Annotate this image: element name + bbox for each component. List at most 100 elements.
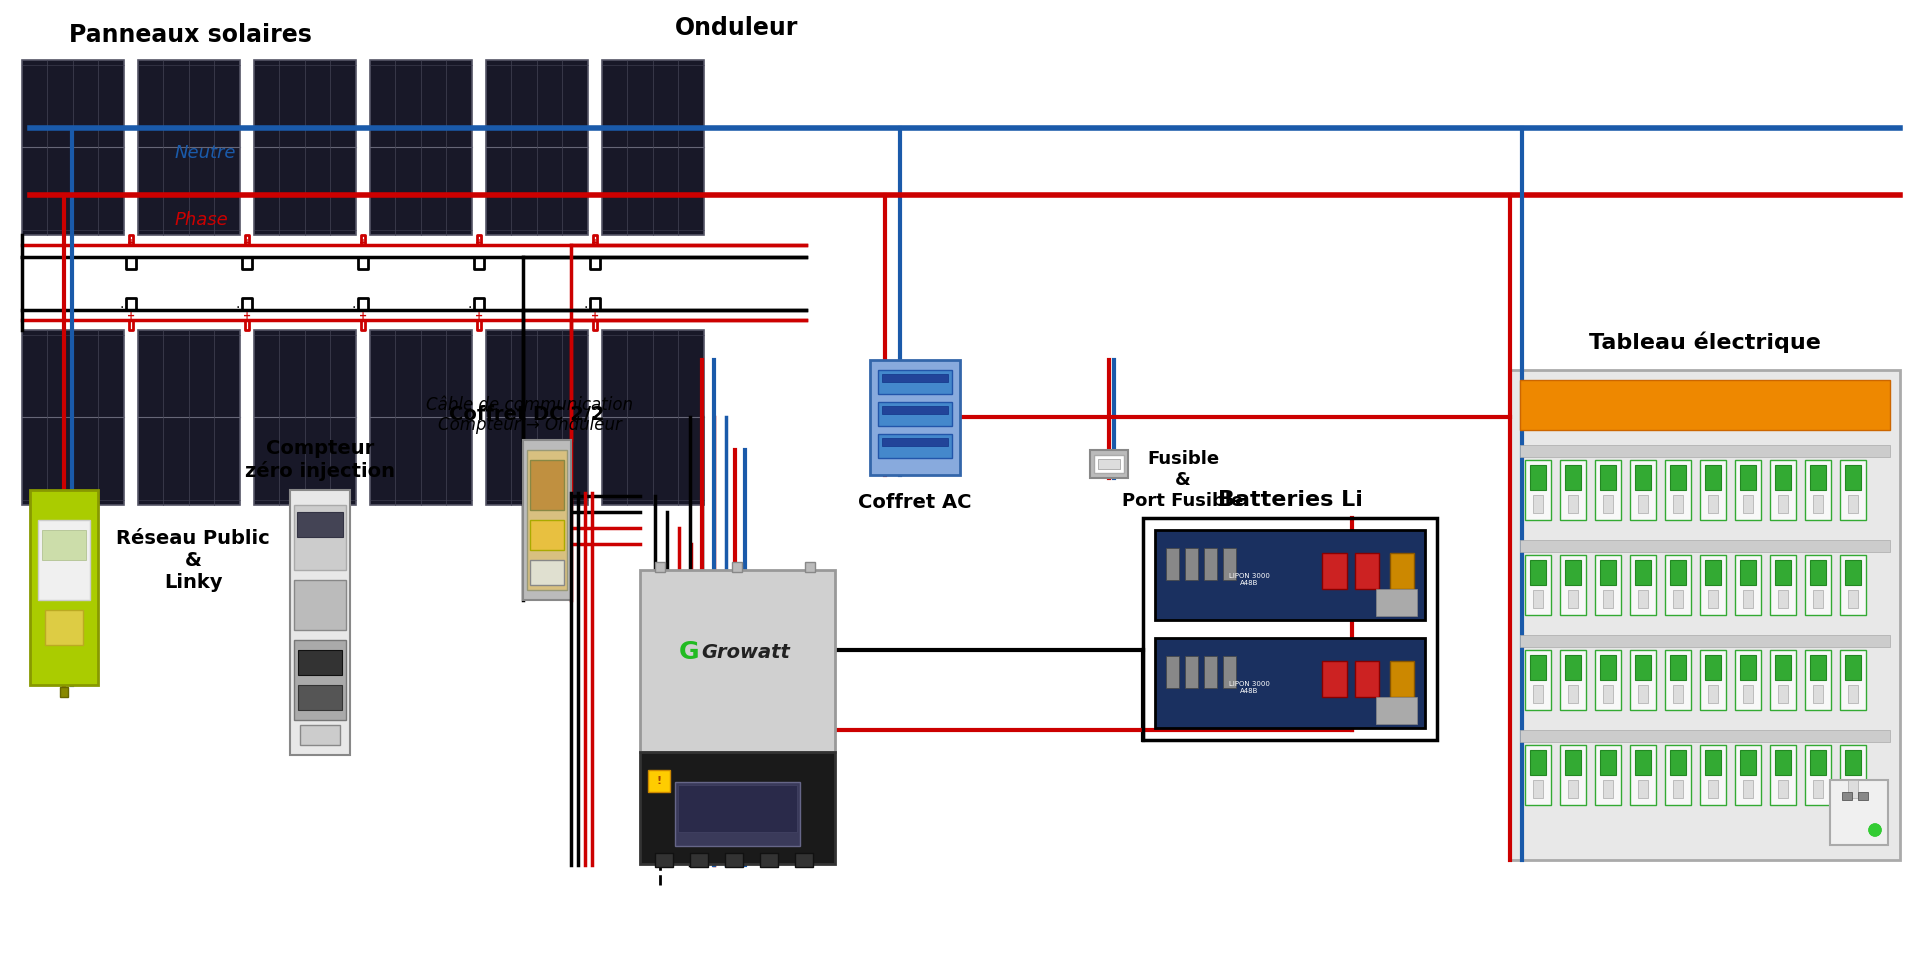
- Bar: [1859, 792, 1868, 800]
- Bar: [1774, 465, 1791, 490]
- Bar: [1204, 548, 1217, 579]
- Text: +: +: [474, 311, 484, 321]
- Bar: [1736, 555, 1761, 615]
- Bar: [1812, 780, 1822, 798]
- Bar: [877, 402, 952, 426]
- Bar: [1630, 555, 1655, 615]
- Bar: [726, 853, 743, 867]
- Bar: [253, 60, 355, 235]
- Bar: [1743, 590, 1753, 608]
- Text: Growatt: Growatt: [701, 642, 789, 661]
- Bar: [1596, 555, 1620, 615]
- Bar: [1811, 750, 1826, 775]
- Text: +: +: [591, 311, 599, 321]
- Bar: [1636, 465, 1651, 490]
- Bar: [877, 370, 952, 394]
- Bar: [1743, 495, 1753, 513]
- Bar: [530, 560, 564, 585]
- Bar: [1778, 495, 1788, 513]
- Bar: [1091, 450, 1129, 478]
- Bar: [1630, 650, 1655, 710]
- Bar: [1839, 650, 1866, 710]
- Bar: [1524, 745, 1551, 805]
- Bar: [639, 752, 835, 864]
- Bar: [1377, 588, 1417, 615]
- Bar: [1569, 590, 1578, 608]
- Bar: [1521, 540, 1889, 552]
- Bar: [1565, 750, 1580, 775]
- Text: Onduleur: Onduleur: [676, 16, 799, 40]
- Bar: [1638, 685, 1647, 703]
- Bar: [655, 562, 664, 572]
- Bar: [881, 374, 948, 382]
- Bar: [1599, 465, 1617, 490]
- Bar: [1778, 590, 1788, 608]
- Bar: [1699, 745, 1726, 805]
- Text: Compteur
zéro injection: Compteur zéro injection: [246, 439, 396, 481]
- Bar: [1356, 660, 1379, 697]
- Bar: [138, 60, 240, 235]
- Bar: [1670, 750, 1686, 775]
- Bar: [21, 330, 125, 505]
- Bar: [1323, 660, 1346, 697]
- Bar: [1778, 685, 1788, 703]
- Bar: [138, 330, 240, 505]
- Bar: [1532, 590, 1544, 608]
- Text: +: +: [474, 238, 484, 248]
- Bar: [1841, 792, 1853, 800]
- Bar: [1142, 518, 1436, 740]
- Bar: [1845, 750, 1860, 775]
- Text: Panneaux solaires: Panneaux solaires: [69, 23, 311, 47]
- Text: +: +: [359, 311, 367, 321]
- Bar: [1532, 685, 1544, 703]
- Bar: [1521, 445, 1889, 457]
- Bar: [689, 853, 708, 867]
- Text: Phase: Phase: [175, 211, 228, 229]
- Bar: [1377, 697, 1417, 724]
- Bar: [1521, 730, 1889, 742]
- Bar: [795, 853, 812, 867]
- Bar: [804, 562, 814, 572]
- Bar: [1699, 650, 1726, 710]
- Bar: [1670, 465, 1686, 490]
- Text: Câble de communication: Câble de communication: [426, 396, 634, 414]
- Bar: [298, 685, 342, 710]
- Text: Fusible
&
Port Fusible: Fusible & Port Fusible: [1123, 450, 1244, 510]
- Bar: [526, 450, 566, 590]
- Bar: [1532, 780, 1544, 798]
- Bar: [1665, 555, 1692, 615]
- Bar: [1839, 555, 1866, 615]
- Bar: [1603, 590, 1613, 608]
- Bar: [298, 650, 342, 675]
- Bar: [300, 725, 340, 745]
- Bar: [1778, 780, 1788, 798]
- Text: ·: ·: [236, 252, 240, 266]
- Bar: [1603, 780, 1613, 798]
- Bar: [1812, 685, 1822, 703]
- Bar: [530, 520, 564, 550]
- Bar: [1672, 780, 1684, 798]
- Bar: [1509, 370, 1901, 860]
- Bar: [1743, 780, 1753, 798]
- Bar: [1665, 650, 1692, 710]
- Bar: [1770, 650, 1795, 710]
- Bar: [1709, 495, 1718, 513]
- Bar: [1743, 685, 1753, 703]
- Text: ·: ·: [119, 252, 125, 266]
- Bar: [60, 687, 67, 697]
- Text: ·: ·: [119, 301, 125, 315]
- Bar: [1530, 465, 1546, 490]
- Bar: [1740, 750, 1757, 775]
- Bar: [1559, 460, 1586, 520]
- Bar: [1665, 460, 1692, 520]
- Bar: [1569, 780, 1578, 798]
- Bar: [1530, 750, 1546, 775]
- Bar: [1709, 685, 1718, 703]
- Bar: [1638, 590, 1647, 608]
- Bar: [1603, 495, 1613, 513]
- Bar: [1736, 460, 1761, 520]
- Bar: [1805, 745, 1832, 805]
- Bar: [1805, 650, 1832, 710]
- Bar: [1811, 465, 1826, 490]
- Bar: [1569, 685, 1578, 703]
